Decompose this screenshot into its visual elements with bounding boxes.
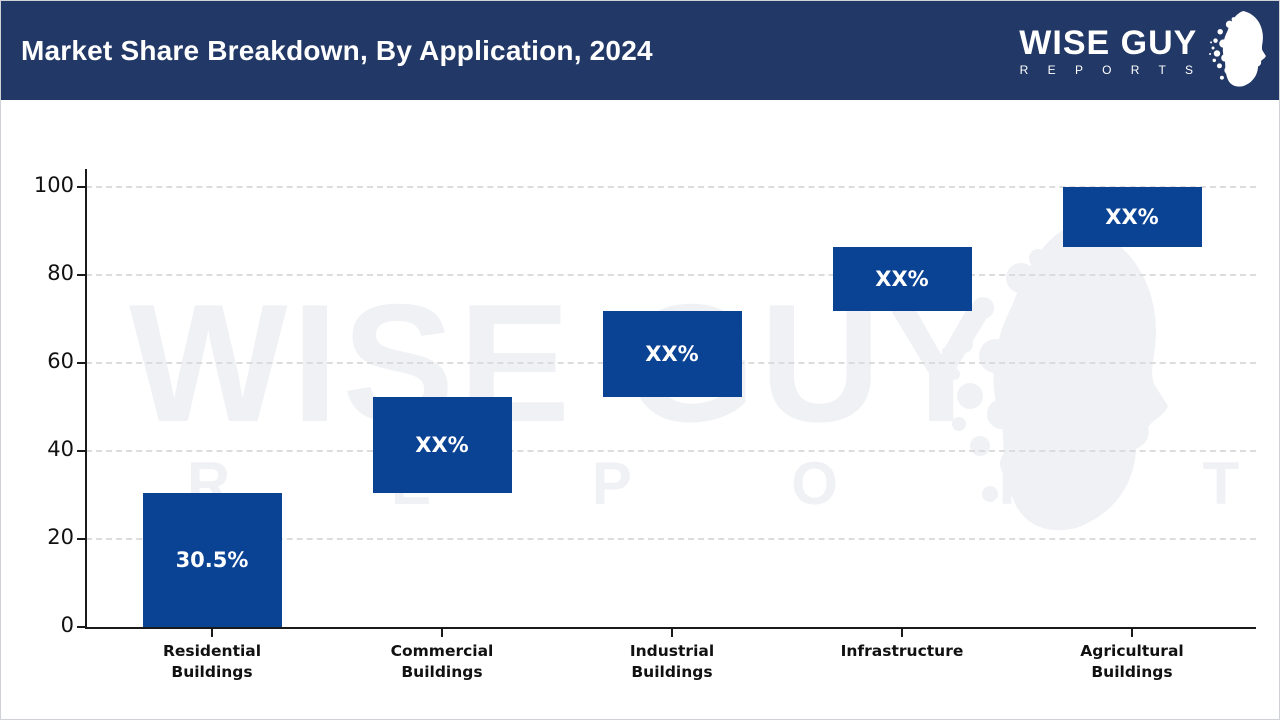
bar-0: [142, 492, 282, 627]
bar-value-label-3: XX%: [875, 266, 929, 291]
header-bar: Market Share Breakdown, By Application, …: [1, 1, 1279, 100]
waterfall-chart: 0 20 40 60 80 100 30.5% Residential Buildings XX%…: [1, 100, 1279, 719]
xtick-0: [211, 629, 213, 637]
xtick-3: [901, 629, 903, 637]
ytick-label-60: 60: [47, 349, 74, 373]
logo-name: WISE GUY: [1019, 23, 1198, 62]
logo-text: WISE GUY R E P O R T S: [1016, 26, 1201, 77]
ytick-label-0: 0: [60, 613, 74, 637]
logo-subtitle: R E P O R T S: [1019, 62, 1201, 77]
xtick-1: [441, 629, 443, 637]
ytick-100: [77, 186, 86, 188]
ytick-label-100: 100: [33, 173, 74, 197]
watermark-face: [938, 224, 1168, 531]
ytick-label-80: 80: [47, 261, 74, 285]
ytick-20: [77, 538, 86, 540]
ytick-label-40: 40: [47, 437, 74, 461]
xtick-2: [671, 629, 673, 637]
category-label-4: Agricultural Buildings: [1080, 642, 1184, 681]
category-label-3: Infrastructure: [840, 642, 964, 660]
gridline-80: [86, 274, 1256, 276]
bar-3: [832, 246, 972, 311]
bar-4: [1062, 187, 1202, 247]
bar-1: [372, 396, 512, 493]
gridline-100: [86, 186, 1256, 188]
wiseguy-logo: WISE GUY R E P O R T S: [1019, 7, 1269, 95]
gridline-40: [86, 450, 1256, 452]
y-axis-spine: [85, 169, 87, 629]
ytick-60: [77, 362, 86, 364]
bar-value-label-4: XX%: [1105, 204, 1159, 229]
bar-value-label-0: 30.5%: [175, 547, 249, 572]
bar-value-label-2: XX%: [645, 341, 699, 366]
ytick-0: [77, 626, 86, 628]
xtick-4: [1131, 629, 1133, 637]
logo-face-icon: [1209, 10, 1266, 87]
x-axis-spine: [85, 627, 1256, 629]
ytick-label-20: 20: [47, 525, 74, 549]
ytick-40: [77, 450, 86, 452]
ytick-80: [77, 274, 86, 276]
page-title: Market Share Breakdown, By Application, …: [21, 34, 653, 66]
category-label-2: Industrial Buildings: [629, 642, 715, 681]
gridline-20: [86, 538, 1256, 540]
bar-2: [602, 310, 742, 397]
category-label-0: Residential Buildings: [162, 642, 262, 681]
bar-value-label-1: XX%: [415, 432, 469, 457]
category-label-1: Commercial Buildings: [390, 642, 494, 681]
